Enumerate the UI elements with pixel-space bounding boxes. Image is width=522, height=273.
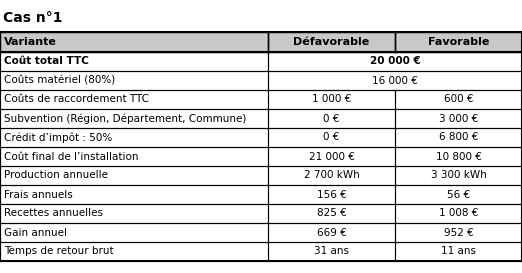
- Bar: [0, 32, 268, 52]
- Text: 825 €: 825 €: [317, 209, 347, 218]
- Text: 1 000 €: 1 000 €: [312, 94, 351, 105]
- Bar: [0, 223, 268, 242]
- Bar: [268, 223, 395, 242]
- Bar: [268, 185, 395, 204]
- Text: 600 €: 600 €: [444, 94, 473, 105]
- Text: Variante: Variante: [4, 37, 57, 47]
- Text: Coûts matériel (80%): Coûts matériel (80%): [4, 76, 115, 85]
- Bar: [268, 204, 395, 223]
- Text: Production annuelle: Production annuelle: [4, 171, 108, 180]
- Text: 56 €: 56 €: [447, 189, 470, 200]
- Bar: [395, 32, 522, 52]
- Text: Coût total TTC: Coût total TTC: [4, 57, 89, 67]
- Text: Gain annuel: Gain annuel: [4, 227, 67, 238]
- Bar: [268, 242, 395, 261]
- Bar: [395, 185, 522, 204]
- Text: Subvention (Région, Département, Commune): Subvention (Région, Département, Commune…: [4, 113, 246, 124]
- Bar: [0, 90, 268, 109]
- Text: 31 ans: 31 ans: [314, 247, 349, 257]
- Bar: [268, 147, 395, 166]
- Bar: [268, 90, 395, 109]
- Bar: [0, 147, 268, 166]
- Text: Cas n°1: Cas n°1: [3, 11, 63, 25]
- Text: Temps de retour brut: Temps de retour brut: [4, 247, 114, 257]
- Bar: [0, 128, 268, 147]
- Text: 6 800 €: 6 800 €: [439, 132, 478, 143]
- Text: 3 000 €: 3 000 €: [439, 114, 478, 123]
- Text: Coûts de raccordement TTC: Coûts de raccordement TTC: [4, 94, 149, 105]
- Text: 669 €: 669 €: [317, 227, 347, 238]
- Bar: [395, 223, 522, 242]
- Bar: [0, 109, 268, 128]
- Bar: [395, 147, 522, 166]
- Text: Recettes annuelles: Recettes annuelles: [4, 209, 103, 218]
- Bar: [395, 128, 522, 147]
- Text: 2 700 kWh: 2 700 kWh: [304, 171, 359, 180]
- Text: 0 €: 0 €: [323, 132, 340, 143]
- Bar: [268, 109, 395, 128]
- Text: 20 000 €: 20 000 €: [370, 57, 420, 67]
- Text: Frais annuels: Frais annuels: [4, 189, 73, 200]
- Text: 0 €: 0 €: [323, 114, 340, 123]
- Bar: [395, 109, 522, 128]
- Text: 21 000 €: 21 000 €: [309, 152, 354, 162]
- Bar: [268, 166, 395, 185]
- Bar: [268, 128, 395, 147]
- Text: Coût final de l’installation: Coût final de l’installation: [4, 152, 138, 162]
- Bar: [395, 90, 522, 109]
- Text: Favorable: Favorable: [428, 37, 489, 47]
- Text: Défavorable: Défavorable: [293, 37, 370, 47]
- Bar: [0, 71, 268, 90]
- Text: Crédit d’impôt : 50%: Crédit d’impôt : 50%: [4, 132, 112, 143]
- Text: 10 800 €: 10 800 €: [435, 152, 481, 162]
- Bar: [395, 242, 522, 261]
- Bar: [395, 166, 522, 185]
- Bar: [268, 32, 395, 52]
- Text: 1 008 €: 1 008 €: [439, 209, 478, 218]
- Bar: [395, 204, 522, 223]
- Text: 11 ans: 11 ans: [441, 247, 476, 257]
- Bar: [0, 204, 268, 223]
- Bar: [0, 52, 268, 71]
- Bar: [0, 185, 268, 204]
- Text: 156 €: 156 €: [317, 189, 347, 200]
- Bar: [0, 242, 268, 261]
- Bar: [0, 166, 268, 185]
- Bar: [268, 71, 522, 90]
- Text: 952 €: 952 €: [444, 227, 473, 238]
- Bar: [268, 52, 522, 71]
- Text: 3 300 kWh: 3 300 kWh: [431, 171, 487, 180]
- Text: 16 000 €: 16 000 €: [372, 76, 418, 85]
